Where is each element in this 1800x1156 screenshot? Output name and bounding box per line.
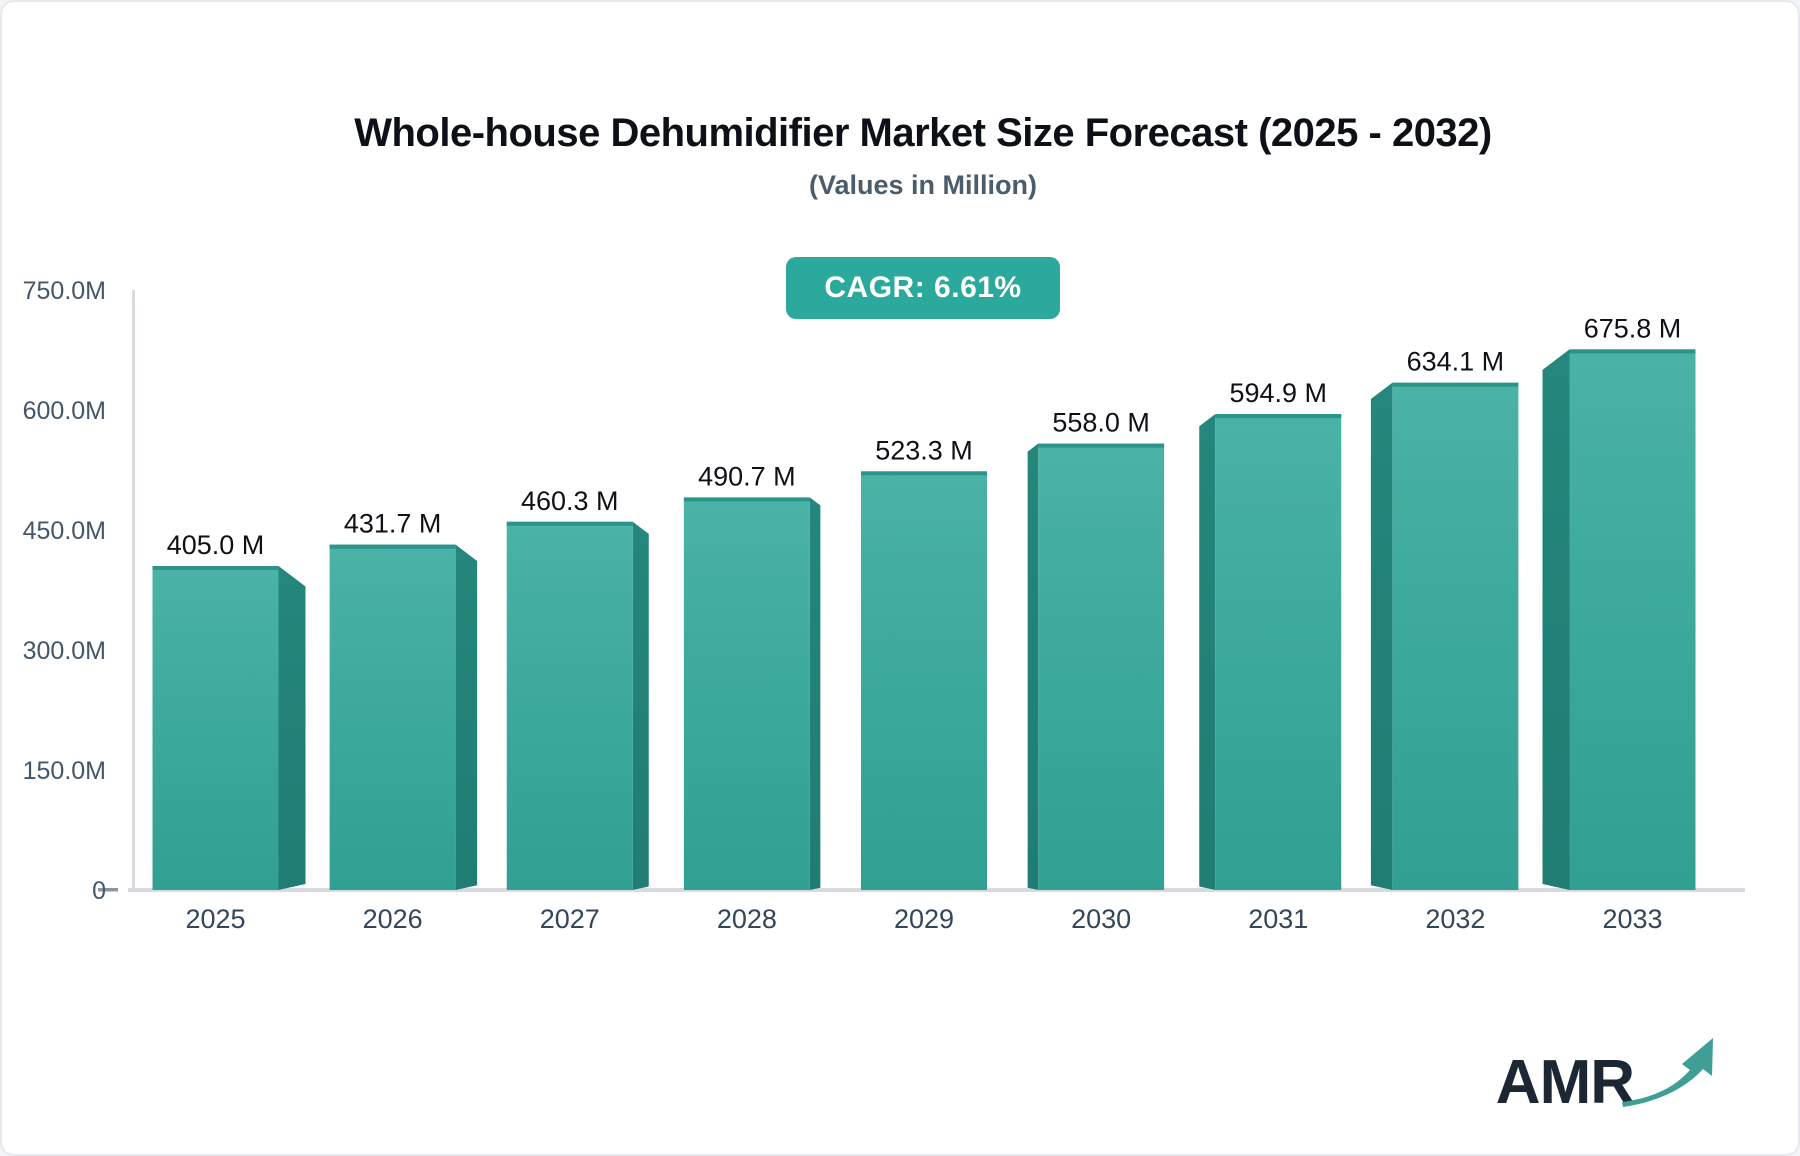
bar-group: 405.0 M 2025 (152, 530, 306, 934)
bar-value-label: 634.1 M (1407, 347, 1505, 377)
cagr-badge-row: CAGR: 6.61% (134, 257, 1712, 319)
y-tick-label: 0 (92, 877, 106, 905)
bar[interactable] (683, 497, 810, 890)
y-tick-label: 150.0M (23, 757, 106, 785)
bar-side-face (1199, 414, 1216, 890)
bar-group: 594.9 M 2031 (1199, 378, 1342, 934)
bar-value-label: 558.0 M (1052, 408, 1150, 438)
bar-side-face (1542, 349, 1570, 890)
bar-side-face (1370, 382, 1393, 890)
bar-side-face (632, 521, 649, 890)
bar-value-label: 675.8 M (1584, 313, 1682, 343)
bar-top-edge (683, 497, 810, 502)
y-tick-label: 750.0M (23, 277, 106, 305)
x-tick-label: 2029 (894, 904, 954, 934)
growth-arrow-icon (1622, 1038, 1713, 1107)
x-tick-label: 2033 (1602, 904, 1662, 934)
brand-logo-text: AMR (1495, 1048, 1635, 1117)
bar[interactable] (329, 544, 456, 890)
bar-group: 490.7 M 2028 (683, 461, 821, 934)
bar-value-label: 431.7 M (344, 509, 442, 539)
bar[interactable] (1392, 382, 1519, 890)
bar-top-edge (506, 521, 633, 526)
bar[interactable] (506, 521, 633, 890)
x-tick-label: 2027 (540, 904, 600, 934)
x-tick-label: 2028 (717, 904, 777, 934)
bar-value-label: 490.7 M (698, 461, 796, 491)
bar-group: 675.8 M 2033 (1542, 313, 1696, 934)
brand-logo: AMR (1496, 1032, 1720, 1114)
bar-value-label: 405.0 M (167, 530, 265, 560)
bar-value-label: 460.3 M (521, 486, 619, 516)
bar-value-label: 594.9 M (1229, 378, 1327, 408)
y-tick-label: 300.0M (23, 637, 106, 665)
cagr-badge: CAGR: 6.61% (786, 257, 1060, 319)
bar-group: 558.0 M 2030 (1027, 408, 1165, 934)
bar-top-edge (1215, 414, 1342, 419)
bar-group: 431.7 M 2026 (329, 509, 478, 934)
bar-group: 460.3 M 2027 (506, 486, 649, 934)
bar[interactable] (1038, 443, 1165, 890)
bar-top-edge (329, 544, 456, 549)
bar[interactable] (1569, 349, 1696, 890)
bar-side-face (1027, 443, 1039, 890)
bar-top-edge (861, 471, 987, 476)
zero-tick-mark (98, 888, 118, 892)
bar-group: 523.3 M 2029 (861, 435, 987, 934)
bar-side-face (278, 566, 306, 890)
x-tick-label: 2031 (1248, 904, 1308, 934)
bar[interactable] (1215, 414, 1342, 890)
bar[interactable] (152, 566, 279, 890)
bar-top-edge (152, 566, 279, 570)
bar-side-face (809, 497, 821, 890)
bar-group: 634.1 M 2032 (1370, 347, 1519, 934)
x-tick-label: 2026 (363, 904, 423, 934)
bar-top-edge (1038, 443, 1165, 448)
y-tick-label: 600.0M (23, 397, 106, 425)
y-tick-label: 450.0M (23, 517, 106, 545)
bar-top-edge (1569, 349, 1696, 354)
x-tick-label: 2032 (1425, 904, 1485, 934)
bar-top-edge (1392, 382, 1519, 387)
bar-side-face (455, 544, 478, 890)
x-tick-label: 2030 (1071, 904, 1131, 934)
y-axis-line (132, 290, 135, 892)
bar[interactable] (861, 471, 987, 890)
x-tick-label: 2025 (185, 904, 245, 934)
bar-value-label: 523.3 M (875, 435, 973, 465)
